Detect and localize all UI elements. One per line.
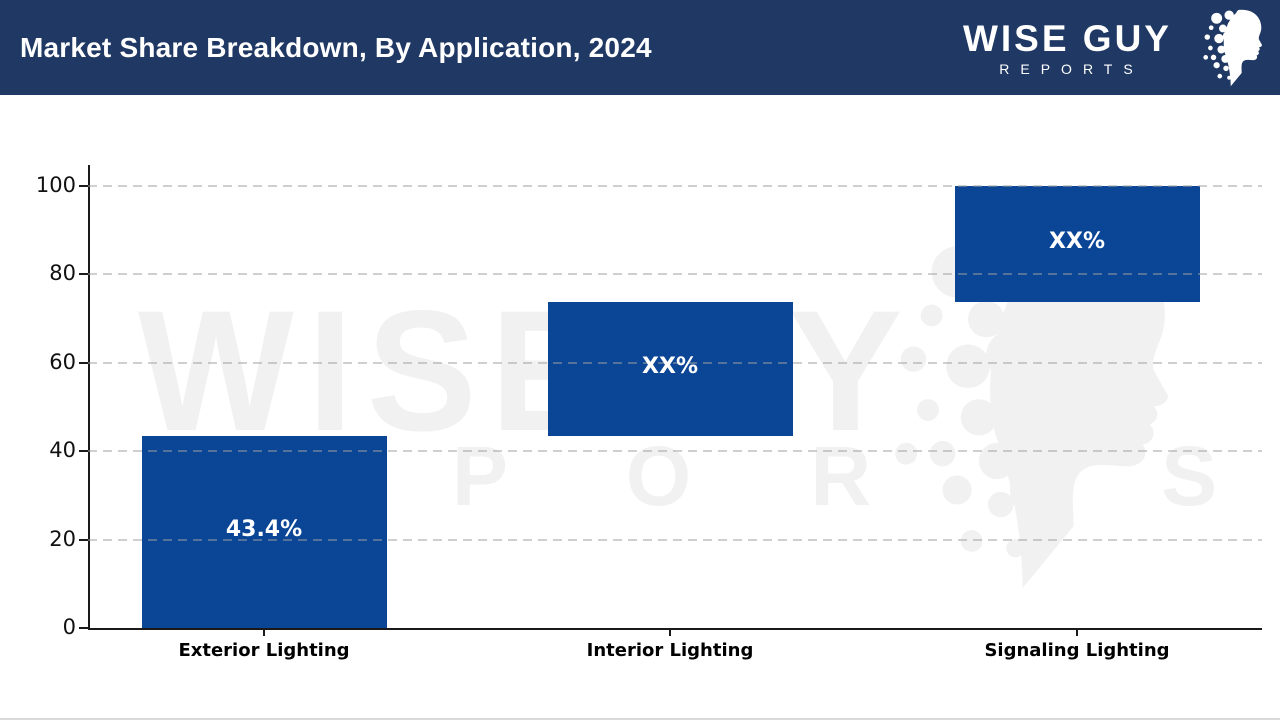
- x-axis-category-label: Interior Lighting: [586, 640, 754, 661]
- y-axis-tick-label: 0: [62, 615, 76, 639]
- y-axis-tick-label: 20: [49, 526, 76, 551]
- y-axis-tick-label: 40: [49, 438, 76, 463]
- y-axis-tick-label: 80: [49, 261, 76, 286]
- y-axis-tick: [79, 450, 88, 453]
- y-axis-tick-label: 60: [49, 349, 76, 374]
- y-axis-tick: [79, 627, 88, 629]
- x-axis-category-label: Signaling Lighting: [984, 640, 1170, 661]
- logo-subtitle: REPORTS: [999, 60, 1144, 77]
- watermark-face-icon: [895, 231, 1168, 589]
- gridline: [88, 538, 1262, 541]
- dotted-face-icon: [1203, 9, 1262, 86]
- logo-text: WISE GUY REPORTS: [963, 20, 1172, 76]
- y-axis-spine: [88, 165, 90, 630]
- x-axis-tick: [263, 628, 265, 636]
- gridline: [88, 361, 1262, 364]
- x-axis-category-label: Exterior Lighting: [178, 640, 350, 661]
- bar-segment: [141, 436, 387, 628]
- y-axis-tick: [79, 538, 88, 541]
- bar-segment: [547, 302, 793, 437]
- page-bottom-divider: [0, 718, 1280, 720]
- page-title: Market Share Breakdown, By Application, …: [20, 31, 652, 63]
- header-bar: Market Share Breakdown, By Application, …: [0, 0, 1280, 95]
- y-axis-tick: [79, 361, 88, 364]
- y-axis-tick: [79, 185, 88, 187]
- bar-value-label: 43.4%: [225, 517, 303, 543]
- gridline: [88, 185, 1262, 187]
- y-axis-tick: [79, 273, 88, 276]
- watermark-wise-text: WISE: [138, 275, 614, 467]
- x-axis-tick: [1076, 628, 1078, 636]
- watermark-y-text: Y: [788, 275, 903, 467]
- bar-value-label: XX%: [1049, 229, 1105, 255]
- y-axis-tick-label: 100: [35, 173, 76, 197]
- bar-value-label: XX%: [642, 354, 698, 380]
- gridline: [88, 450, 1262, 453]
- logo-wordmark: WISE GUY: [962, 17, 1172, 59]
- wise-guy-reports-logo: WISE GUY REPORTS: [963, 7, 1280, 89]
- x-axis-tick: [669, 628, 671, 636]
- bar-segment: [954, 186, 1200, 303]
- x-axis-spine: [88, 628, 1262, 630]
- gridline: [88, 273, 1262, 276]
